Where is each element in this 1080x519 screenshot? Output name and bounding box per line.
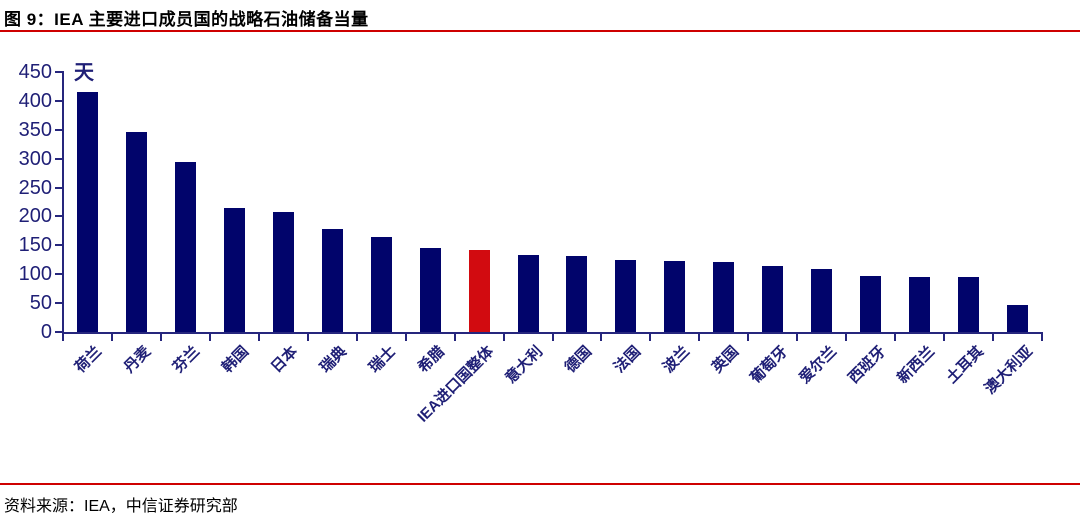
bar-英国 <box>713 262 734 332</box>
bar-IEA进口国整体 <box>469 250 490 332</box>
x-axis-label-text: 西班牙 <box>844 343 889 387</box>
y-tick-mark <box>55 215 63 218</box>
x-tick-mark <box>649 334 652 341</box>
y-tick-label: 200 <box>18 205 52 228</box>
x-axis-label-text: 英国 <box>708 343 742 377</box>
x-tick-mark <box>404 334 407 341</box>
x-tick-mark <box>257 334 260 341</box>
x-axis-label-text: 意大利 <box>502 343 547 387</box>
x-tick-mark <box>453 334 456 341</box>
y-tick-mark <box>55 244 63 247</box>
footer-divider <box>0 483 1080 485</box>
bar-丹麦 <box>126 132 147 332</box>
x-axis-line <box>62 332 1043 334</box>
bar-瑞典 <box>322 229 343 332</box>
y-axis-unit-label: 天 <box>74 62 94 84</box>
x-tick-mark <box>208 334 211 341</box>
bar-韩国 <box>224 208 245 332</box>
x-tick-mark <box>306 334 309 341</box>
title-divider <box>0 30 1080 32</box>
x-tick-mark <box>355 334 358 341</box>
bar-日本 <box>273 212 294 332</box>
figure-title: 图 9：IEA 主要进口成员国的战略石油储备当量 <box>4 10 369 29</box>
x-tick-mark <box>698 334 701 341</box>
y-tick-mark <box>55 99 63 102</box>
x-tick-mark <box>845 334 848 341</box>
bar-德国 <box>566 256 587 332</box>
bar-希腊 <box>420 248 441 332</box>
x-tick-mark <box>502 334 505 341</box>
x-axis-label-text: 日本 <box>268 343 302 377</box>
y-tick-mark <box>55 186 63 189</box>
x-tick-mark <box>600 334 603 341</box>
x-axis-label-text: 瑞典 <box>316 343 351 377</box>
y-tick-mark <box>55 128 63 131</box>
bar-爱尔兰 <box>811 269 832 332</box>
x-tick-mark <box>110 334 113 341</box>
x-axis-label-text: 波兰 <box>659 343 693 377</box>
x-tick-mark <box>747 334 750 341</box>
x-axis-label-text: 法国 <box>610 343 644 377</box>
bar-澳大利亚 <box>1007 305 1028 332</box>
y-tick-mark <box>55 157 63 160</box>
x-axis-label-text: 希腊 <box>414 343 449 377</box>
y-tick-label: 100 <box>18 263 52 286</box>
x-axis-label-text: 葡萄牙 <box>746 343 791 387</box>
source-note: 资料来源：IEA，中信证券研究部 <box>4 498 238 515</box>
x-tick-mark <box>1041 334 1043 341</box>
y-tick-mark <box>55 302 63 305</box>
y-tick-label: 50 <box>29 292 52 315</box>
x-axis-label-text: 澳大利亚 <box>981 343 1036 398</box>
y-tick-label: 150 <box>18 234 52 257</box>
y-tick-label: 450 <box>18 61 52 83</box>
bar-芬兰 <box>175 162 196 332</box>
y-tick-label: 350 <box>18 118 52 141</box>
bar-法国 <box>615 260 636 332</box>
x-tick-mark <box>62 334 64 341</box>
bar-葡萄牙 <box>762 266 783 332</box>
x-axis-label-text: 爱尔兰 <box>795 343 840 387</box>
y-tick-mark <box>55 71 63 73</box>
bar-chart: 天 0 50 100 150 200 250 300 350 400 450 荷兰 丹麦 芬兰 韩国 日本瑞… <box>0 36 1080 476</box>
x-tick-mark <box>894 334 897 341</box>
bar-西班牙 <box>860 276 881 332</box>
x-tick-mark <box>943 334 946 341</box>
bar-新西兰 <box>909 277 930 332</box>
bar-波兰 <box>664 261 685 332</box>
y-axis-line <box>62 71 64 334</box>
y-tick-label: 300 <box>18 147 52 170</box>
bar-荷兰 <box>77 92 98 332</box>
y-tick-label: 400 <box>18 89 52 112</box>
y-tick-label: 250 <box>18 176 52 199</box>
x-axis-label-text: 荷兰 <box>72 343 106 377</box>
x-tick-mark <box>796 334 799 341</box>
x-axis-label-text: 韩国 <box>219 343 253 377</box>
y-tick-mark <box>55 273 63 276</box>
x-axis-label-text: 德国 <box>561 343 595 377</box>
x-tick-mark <box>159 334 162 341</box>
y-tick-mark <box>55 331 63 333</box>
x-tick-mark <box>992 334 995 341</box>
bar-意大利 <box>518 255 539 332</box>
x-axis-label-text: 土耳其 <box>942 343 987 387</box>
bar-土耳其 <box>958 277 979 332</box>
x-tick-mark <box>551 334 554 341</box>
bar-瑞士 <box>371 237 392 332</box>
x-axis-label-text: 丹麦 <box>121 343 155 377</box>
x-axis-label-text: 瑞士 <box>365 343 400 377</box>
x-axis-label-text: 芬兰 <box>170 343 204 377</box>
y-tick-label: 0 <box>40 321 52 343</box>
x-axis-label-text: 新西兰 <box>893 343 938 387</box>
